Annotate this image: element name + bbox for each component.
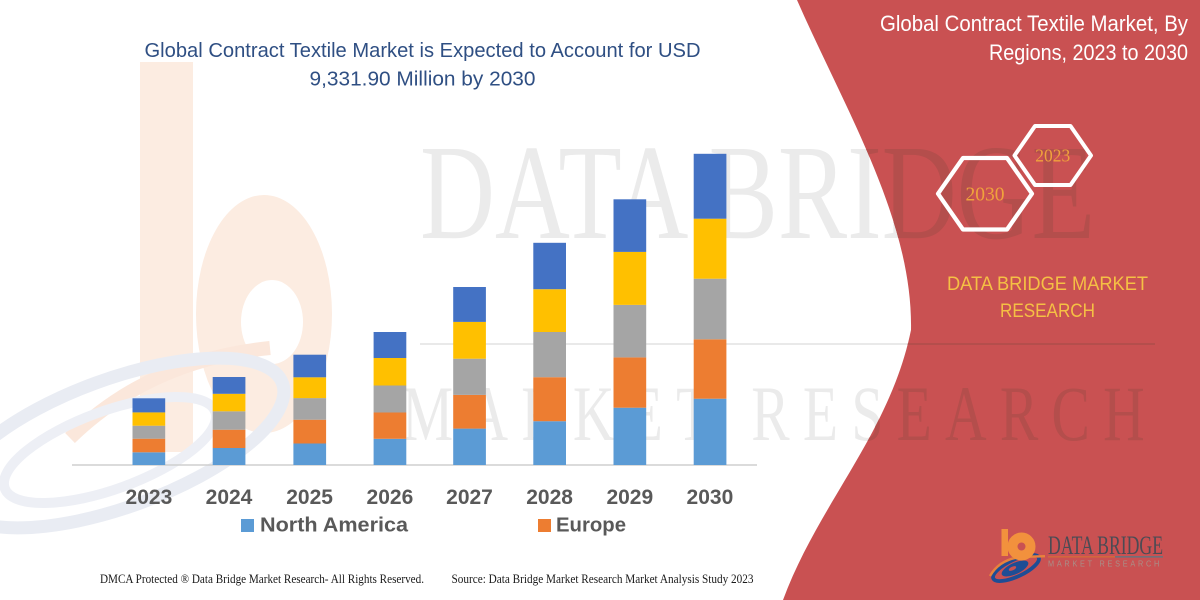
svg-text:2024: 2024	[206, 486, 253, 509]
svg-text:Europe: Europe	[556, 515, 626, 537]
svg-text:DMCA Protected ® Data Bridge M: DMCA Protected ® Data Bridge Market Rese…	[100, 572, 424, 586]
svg-text:2030: 2030	[966, 185, 1005, 206]
svg-text:2029: 2029	[606, 486, 653, 509]
svg-text:DATA BRIDGE: DATA BRIDGE	[1048, 530, 1163, 560]
svg-text:RESEARCH: RESEARCH	[1000, 300, 1095, 322]
svg-text:2025: 2025	[286, 486, 333, 509]
svg-text:North America: North America	[260, 515, 409, 537]
svg-text:2028: 2028	[526, 486, 573, 509]
svg-text:2027: 2027	[446, 486, 493, 509]
svg-text:2023: 2023	[126, 486, 173, 509]
svg-text:2023: 2023	[1035, 146, 1070, 166]
svg-text:Source: Data Bridge Market Res: Source: Data Bridge Market Research Mark…	[452, 572, 754, 586]
svg-text:9,331.90 Million by 2030: 9,331.90 Million by 2030	[310, 68, 536, 91]
svg-text:Global Contract Textile Market: Global Contract Textile Market, By	[880, 11, 1188, 36]
svg-text:2030: 2030	[687, 486, 734, 509]
svg-text:Regions, 2023 to 2030: Regions, 2023 to 2030	[989, 40, 1188, 65]
svg-text:2026: 2026	[367, 486, 414, 509]
svg-text:DATA BRIDGE MARKET: DATA BRIDGE MARKET	[947, 273, 1148, 295]
svg-text:MARKET RESEARCH: MARKET RESEARCH	[1048, 560, 1162, 569]
svg-text:Global Contract Textile Market: Global Contract Textile Market is Expect…	[145, 39, 701, 62]
